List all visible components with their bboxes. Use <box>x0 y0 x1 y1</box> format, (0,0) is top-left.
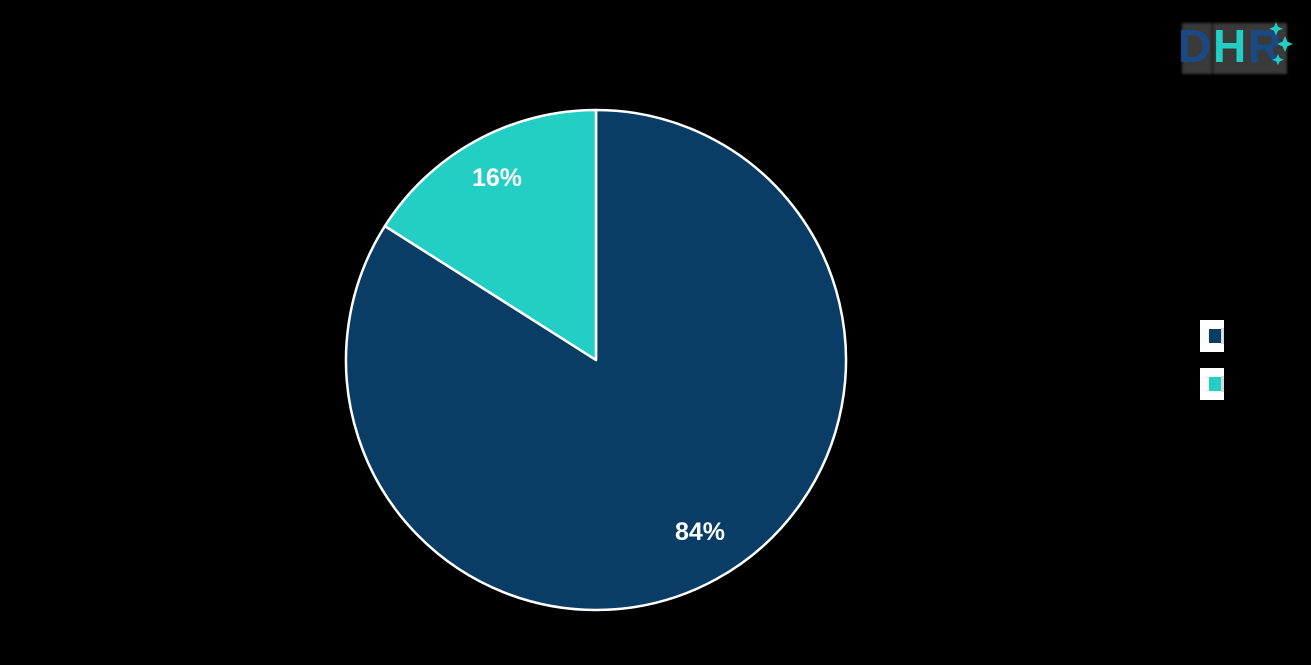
svg-text:D: D <box>1178 20 1211 72</box>
svg-text:16%: 16% <box>472 164 522 192</box>
svg-text:84%: 84% <box>675 518 725 546</box>
svg-text:H: H <box>1213 20 1246 72</box>
